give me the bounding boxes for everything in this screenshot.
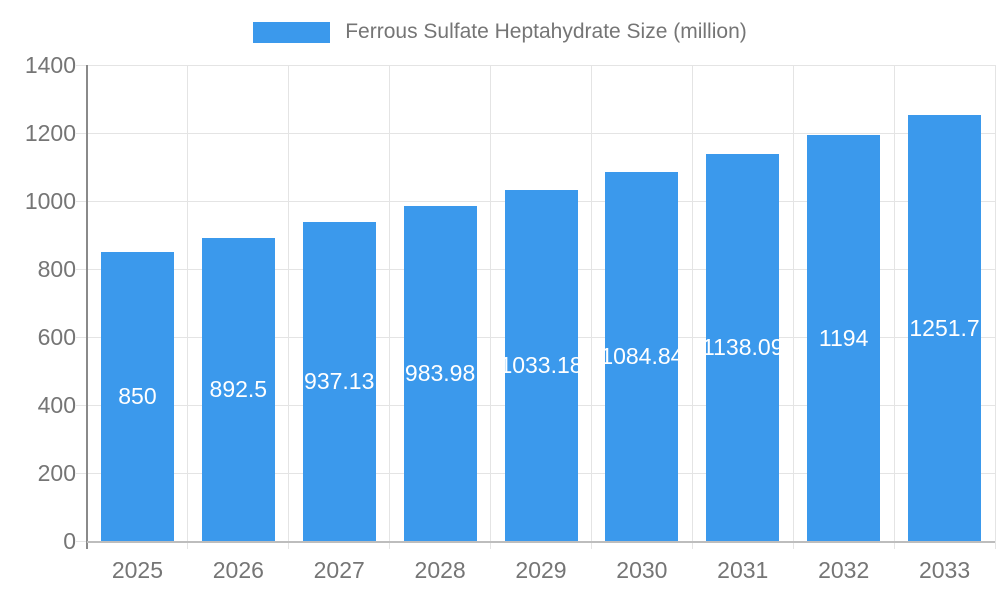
x-axis-line	[87, 541, 995, 543]
y-axis-label: 1400	[24, 52, 76, 78]
gridline-horizontal	[76, 64, 995, 66]
gridline-vertical	[590, 65, 592, 549]
legend[interactable]: Ferrous Sulfate Heptahydrate Size (milli…	[0, 20, 1000, 44]
bar[interactable]: 1194	[807, 135, 881, 541]
gridline-vertical	[288, 65, 290, 549]
x-axis-label: 2033	[918, 557, 971, 583]
x-axis-label: 2025	[111, 557, 164, 583]
bar-value-label: 937.13	[304, 368, 375, 395]
gridline-vertical	[691, 65, 693, 549]
gridline-vertical	[389, 65, 391, 549]
bar-value-label: 1033.18	[499, 351, 583, 378]
bar[interactable]: 892.5	[201, 237, 275, 541]
y-axis-label: 800	[37, 256, 76, 282]
y-axis-label: 600	[37, 324, 76, 350]
gridline-vertical	[490, 65, 492, 549]
gridline-vertical	[994, 65, 996, 549]
x-axis-label: 2031	[717, 557, 769, 583]
x-axis-label: 2029	[515, 557, 567, 583]
bar-value-label: 892.5	[209, 375, 268, 402]
y-axis-line	[86, 65, 88, 549]
bar[interactable]: 1251.7	[908, 115, 982, 541]
x-axis-label: 2030	[616, 557, 668, 583]
gridline-vertical	[893, 65, 895, 549]
y-axis-label: 1000	[24, 188, 76, 214]
bar-value-label: 1194	[818, 324, 869, 351]
x-axis-label: 2032	[818, 557, 870, 583]
bar[interactable]: 1084.84	[600, 172, 683, 541]
bar-value-label: 1138.09	[702, 334, 784, 361]
x-axis-label: 2028	[414, 557, 466, 583]
gridline-vertical	[187, 65, 189, 549]
bar[interactable]: 983.98	[403, 206, 477, 541]
bar-value-label: 983.98	[404, 360, 476, 387]
gridline-vertical	[792, 65, 794, 549]
bar[interactable]: 1033.18	[499, 189, 583, 541]
bar[interactable]: 1138.09	[702, 154, 783, 541]
legend-swatch	[253, 21, 331, 43]
y-axis-label: 1200	[24, 120, 76, 146]
bar-value-label: 1251.7	[909, 314, 980, 341]
bar-value-label: 850	[118, 383, 157, 409]
bar[interactable]: 937.13	[302, 222, 376, 541]
y-axis-label: 200	[37, 460, 76, 486]
y-axis-label: 0	[63, 528, 76, 554]
bar[interactable]: 850	[100, 252, 174, 541]
bar-value-label: 1084.84	[600, 343, 684, 370]
plot-area: 850 892.5 937.13 983.98 1033.18 1084.84 1138.0…	[76, 64, 996, 549]
x-axis-label: 2027	[313, 557, 365, 583]
x-axis-label: 2026	[212, 557, 264, 583]
y-axis-label: 400	[37, 392, 76, 418]
gridline-horizontal	[76, 132, 995, 134]
legend-label: Ferrous Sulfate Heptahydrate Size (milli…	[345, 20, 747, 43]
